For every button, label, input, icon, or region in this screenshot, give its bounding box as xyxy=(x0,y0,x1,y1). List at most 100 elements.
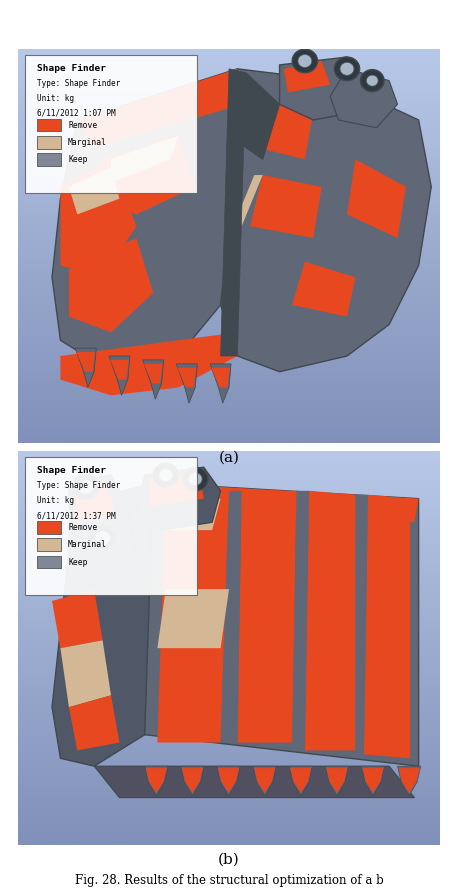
Polygon shape xyxy=(73,483,115,522)
Polygon shape xyxy=(229,72,279,159)
Polygon shape xyxy=(158,491,229,743)
Polygon shape xyxy=(181,766,204,796)
Circle shape xyxy=(78,480,93,494)
Polygon shape xyxy=(305,491,355,750)
Circle shape xyxy=(72,475,99,500)
Circle shape xyxy=(189,473,202,485)
Polygon shape xyxy=(111,136,179,183)
Polygon shape xyxy=(250,175,322,238)
Circle shape xyxy=(340,63,354,75)
Polygon shape xyxy=(347,159,406,238)
Polygon shape xyxy=(52,483,179,766)
Circle shape xyxy=(292,49,317,72)
FancyBboxPatch shape xyxy=(37,521,61,534)
FancyBboxPatch shape xyxy=(25,55,197,193)
Polygon shape xyxy=(94,766,414,797)
Text: Marginal: Marginal xyxy=(68,540,107,549)
Polygon shape xyxy=(69,475,136,569)
Polygon shape xyxy=(292,262,355,316)
FancyBboxPatch shape xyxy=(37,538,61,551)
Polygon shape xyxy=(145,483,419,766)
Polygon shape xyxy=(221,69,246,356)
Text: 6/11/2012 1:07 PM: 6/11/2012 1:07 PM xyxy=(37,109,116,118)
Polygon shape xyxy=(110,360,129,380)
FancyBboxPatch shape xyxy=(37,556,61,569)
Polygon shape xyxy=(76,352,95,372)
Text: (b): (b) xyxy=(218,853,240,867)
Polygon shape xyxy=(330,69,398,128)
FancyBboxPatch shape xyxy=(37,136,61,148)
Text: 6/11/2012 1:37 PM: 6/11/2012 1:37 PM xyxy=(37,511,116,520)
Polygon shape xyxy=(289,766,312,796)
Polygon shape xyxy=(69,696,120,750)
Text: Remove: Remove xyxy=(68,121,97,130)
Circle shape xyxy=(298,55,312,67)
Polygon shape xyxy=(69,238,153,333)
FancyBboxPatch shape xyxy=(25,458,197,595)
Polygon shape xyxy=(355,494,368,755)
Polygon shape xyxy=(149,471,204,507)
Circle shape xyxy=(360,70,384,92)
Polygon shape xyxy=(136,468,221,530)
Polygon shape xyxy=(284,61,330,92)
Polygon shape xyxy=(361,766,385,796)
Polygon shape xyxy=(162,499,221,530)
Circle shape xyxy=(183,468,208,491)
Polygon shape xyxy=(211,367,230,387)
Circle shape xyxy=(95,531,110,545)
Text: Type: Shape Finder: Type: Shape Finder xyxy=(37,481,120,491)
Polygon shape xyxy=(52,69,237,372)
Polygon shape xyxy=(52,589,103,648)
Polygon shape xyxy=(292,491,309,750)
Polygon shape xyxy=(146,768,167,793)
Polygon shape xyxy=(237,491,296,743)
Polygon shape xyxy=(398,766,421,796)
Text: Unit: kg: Unit: kg xyxy=(37,94,74,103)
Polygon shape xyxy=(221,491,242,743)
Text: Keep: Keep xyxy=(68,156,87,164)
FancyBboxPatch shape xyxy=(37,154,61,166)
Polygon shape xyxy=(242,97,313,159)
Polygon shape xyxy=(69,167,120,215)
Polygon shape xyxy=(253,766,276,796)
Polygon shape xyxy=(94,136,195,215)
Text: Type: Shape Finder: Type: Shape Finder xyxy=(37,79,120,89)
Polygon shape xyxy=(399,768,420,793)
Polygon shape xyxy=(221,69,431,372)
Polygon shape xyxy=(325,766,349,796)
Polygon shape xyxy=(142,360,164,400)
Polygon shape xyxy=(218,768,239,793)
Polygon shape xyxy=(145,766,168,796)
Polygon shape xyxy=(75,348,96,387)
Polygon shape xyxy=(217,766,240,796)
Text: Shape Finder: Shape Finder xyxy=(37,64,106,73)
Polygon shape xyxy=(327,768,347,793)
Polygon shape xyxy=(178,367,196,387)
Polygon shape xyxy=(176,364,197,403)
Text: Unit: kg: Unit: kg xyxy=(37,496,74,505)
FancyBboxPatch shape xyxy=(37,119,61,131)
Polygon shape xyxy=(254,768,275,793)
Text: Remove: Remove xyxy=(68,523,97,532)
Text: (a): (a) xyxy=(218,451,240,465)
Polygon shape xyxy=(363,768,383,793)
Polygon shape xyxy=(109,356,130,395)
Circle shape xyxy=(159,468,173,481)
Circle shape xyxy=(334,57,360,80)
Polygon shape xyxy=(229,97,250,144)
Circle shape xyxy=(153,463,179,487)
Polygon shape xyxy=(290,768,311,793)
Polygon shape xyxy=(233,175,263,226)
Polygon shape xyxy=(60,640,111,707)
Polygon shape xyxy=(60,159,136,277)
Polygon shape xyxy=(210,364,231,403)
Polygon shape xyxy=(364,494,410,758)
Polygon shape xyxy=(279,57,364,120)
Circle shape xyxy=(366,75,378,86)
Polygon shape xyxy=(60,333,237,395)
Polygon shape xyxy=(77,69,237,148)
Text: Keep: Keep xyxy=(68,558,87,567)
Text: Shape Finder: Shape Finder xyxy=(37,467,106,476)
Polygon shape xyxy=(149,483,419,522)
Polygon shape xyxy=(158,589,229,648)
